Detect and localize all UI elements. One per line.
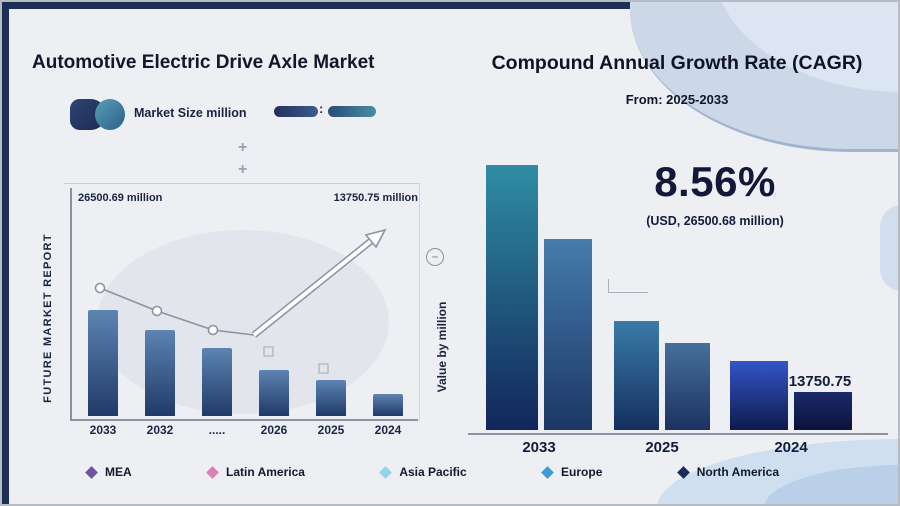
left-bar-group: 2033: [88, 310, 118, 437]
right-bar: [730, 361, 788, 430]
left-chart-max-annotation: 26500.69 million: [78, 192, 163, 204]
minus-circle-decor-icon: –: [426, 248, 444, 266]
left-bar-chart: 2033 2032..... 2026 2025 2024: [88, 310, 403, 437]
legend-item: Latin America: [206, 465, 305, 479]
legend-item: Europe: [541, 465, 603, 479]
legend-item: North America: [676, 465, 779, 479]
legend-pill-teal: [328, 106, 376, 117]
left-accent-stripe: [2, 2, 9, 504]
top-accent-stripe: [2, 2, 898, 9]
legend-diamond-icon: [206, 465, 219, 479]
cagr-title: Compound Annual Growth Rate (CAGR): [491, 52, 863, 74]
left-axis-tick-label: 2025: [317, 423, 345, 437]
legend-diamond-icon: [379, 465, 393, 479]
legend-item: MEA: [85, 465, 132, 479]
left-bar: [316, 380, 346, 416]
right-bar: [794, 392, 852, 430]
left-bar-group: 2024: [373, 394, 403, 437]
left-bar: [88, 310, 118, 416]
left-bar-group: 2026: [259, 370, 289, 437]
region-legend: MEA Latin America Asia Pacific Europe North …: [85, 465, 779, 479]
plus-decor-icon: +: [238, 161, 248, 178]
left-chart-right-border: [419, 183, 420, 420]
left-chart-min-annotation: 13750.75 million: [333, 192, 418, 204]
right-axis-tick-label: 2033: [522, 439, 556, 456]
value-axis-label: Value by million: [435, 301, 449, 393]
legend-item-label: Asia Pacific: [399, 465, 467, 479]
right-edge-decor-bump: [880, 205, 898, 291]
legend-item: Asia Pacific: [379, 465, 467, 479]
trend-arrow: [94, 228, 387, 374]
cagr-subtitle: From: 2025-2033: [625, 92, 729, 107]
legend-diamond-icon: [676, 465, 690, 479]
right-axis-tick-label: 2024: [774, 439, 808, 456]
right-chart-value-annotation: 13750.75: [788, 373, 852, 390]
legend-item-label: North America: [696, 465, 779, 479]
right-bar-group: 2033: [486, 165, 592, 456]
left-axis-tick-label: 2024: [374, 423, 402, 437]
legend-item-label: Europe: [561, 465, 603, 479]
cagr-value: 8.56%: [654, 158, 776, 205]
market-size-legend-label: Market Size million: [134, 106, 247, 120]
left-chart-top-border: [64, 183, 420, 184]
right-bar: [665, 343, 710, 430]
right-bar-group: 2024: [730, 361, 852, 456]
right-bar-group: 2025: [614, 321, 710, 456]
left-axis-tick-label: 2032: [146, 423, 174, 437]
left-chart-x-axis: [70, 419, 418, 421]
future-market-report-watermark: FUTURE MARKET REPORT: [42, 233, 54, 403]
right-bar: [614, 321, 659, 430]
left-bar: [373, 394, 403, 416]
left-bar: [202, 348, 232, 416]
left-bar: [259, 370, 289, 416]
left-axis-tick-label: 2033: [89, 423, 117, 437]
legend-item-label: Latin America: [226, 465, 305, 479]
corner-bracket-decor: [608, 279, 648, 293]
market-size-icon-disc: [95, 99, 125, 130]
legend-item-label: MEA: [105, 465, 132, 479]
plus-decor-icon: +: [238, 139, 248, 156]
right-bar-chart: 2033 2025 2024: [486, 165, 852, 456]
left-bar-group: .....: [202, 348, 232, 437]
cagr-detail: (USD, 26500.68 million): [646, 214, 784, 228]
legend-pill-separator: :: [319, 101, 324, 116]
legend-diamond-icon: [85, 465, 98, 479]
legend-diamond-icon: [541, 465, 554, 479]
left-bar-group: 2025: [316, 380, 346, 437]
legend-pill-navy: [274, 106, 318, 117]
left-bar: [145, 330, 175, 416]
page-title: Automotive Electric Drive Axle Market: [32, 52, 375, 73]
right-axis-tick-label: 2025: [645, 439, 679, 456]
left-axis-tick-label: 2026: [260, 423, 288, 437]
right-bar: [544, 239, 592, 430]
left-bar-group: 2032: [145, 330, 175, 437]
left-chart-y-axis: [70, 188, 72, 420]
right-chart-x-axis: [468, 433, 888, 435]
left-axis-tick-label: .....: [208, 423, 226, 437]
right-bar: [486, 165, 538, 430]
